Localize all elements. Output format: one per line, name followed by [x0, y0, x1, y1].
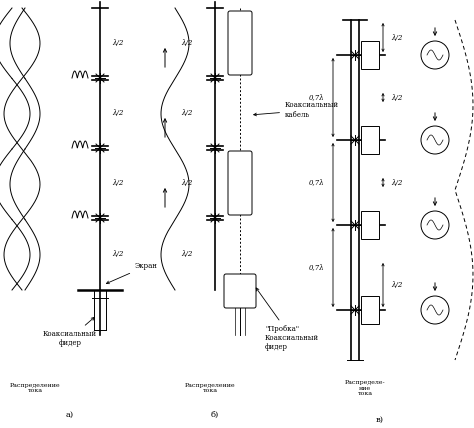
FancyBboxPatch shape — [228, 151, 252, 215]
Text: Коаксиальный
фидер: Коаксиальный фидер — [43, 318, 97, 347]
Text: λ/2: λ/2 — [391, 93, 402, 101]
Text: λ/2: λ/2 — [182, 39, 193, 47]
Bar — [361, 211, 379, 239]
Text: 0,7λ: 0,7λ — [309, 93, 325, 101]
Text: λ/2: λ/2 — [182, 109, 193, 117]
Text: λ/2: λ/2 — [182, 179, 193, 187]
Text: λ/2: λ/2 — [391, 281, 402, 289]
Text: λ/2: λ/2 — [182, 250, 193, 258]
Text: "Пробка"
Коаксиальный
фидер: "Пробка" Коаксиальный фидер — [256, 288, 319, 351]
Text: λ/2: λ/2 — [112, 179, 124, 187]
Text: Распределение
тока: Распределение тока — [9, 383, 60, 393]
Text: а): а) — [66, 411, 74, 419]
Text: 0,7λ: 0,7λ — [309, 264, 325, 271]
Text: λ/2: λ/2 — [112, 250, 124, 258]
Text: λ/2: λ/2 — [112, 39, 124, 47]
Text: Распределение
тока: Распределение тока — [185, 383, 235, 393]
Text: б): б) — [211, 411, 219, 419]
Text: λ/2: λ/2 — [391, 178, 402, 187]
Text: Коаксиальный
кабель: Коаксиальный кабель — [254, 101, 339, 119]
Text: Распределе-
ние
тока: Распределе- ние тока — [345, 380, 385, 396]
Bar — [361, 126, 379, 154]
Text: Экран: Экран — [106, 262, 158, 284]
FancyBboxPatch shape — [228, 11, 252, 75]
Bar — [361, 296, 379, 324]
Text: λ/2: λ/2 — [112, 109, 124, 117]
FancyBboxPatch shape — [224, 274, 256, 308]
Text: в): в) — [376, 416, 384, 424]
Text: 0,7λ: 0,7λ — [309, 178, 325, 187]
Bar — [361, 41, 379, 69]
Text: λ/2: λ/2 — [391, 33, 402, 42]
